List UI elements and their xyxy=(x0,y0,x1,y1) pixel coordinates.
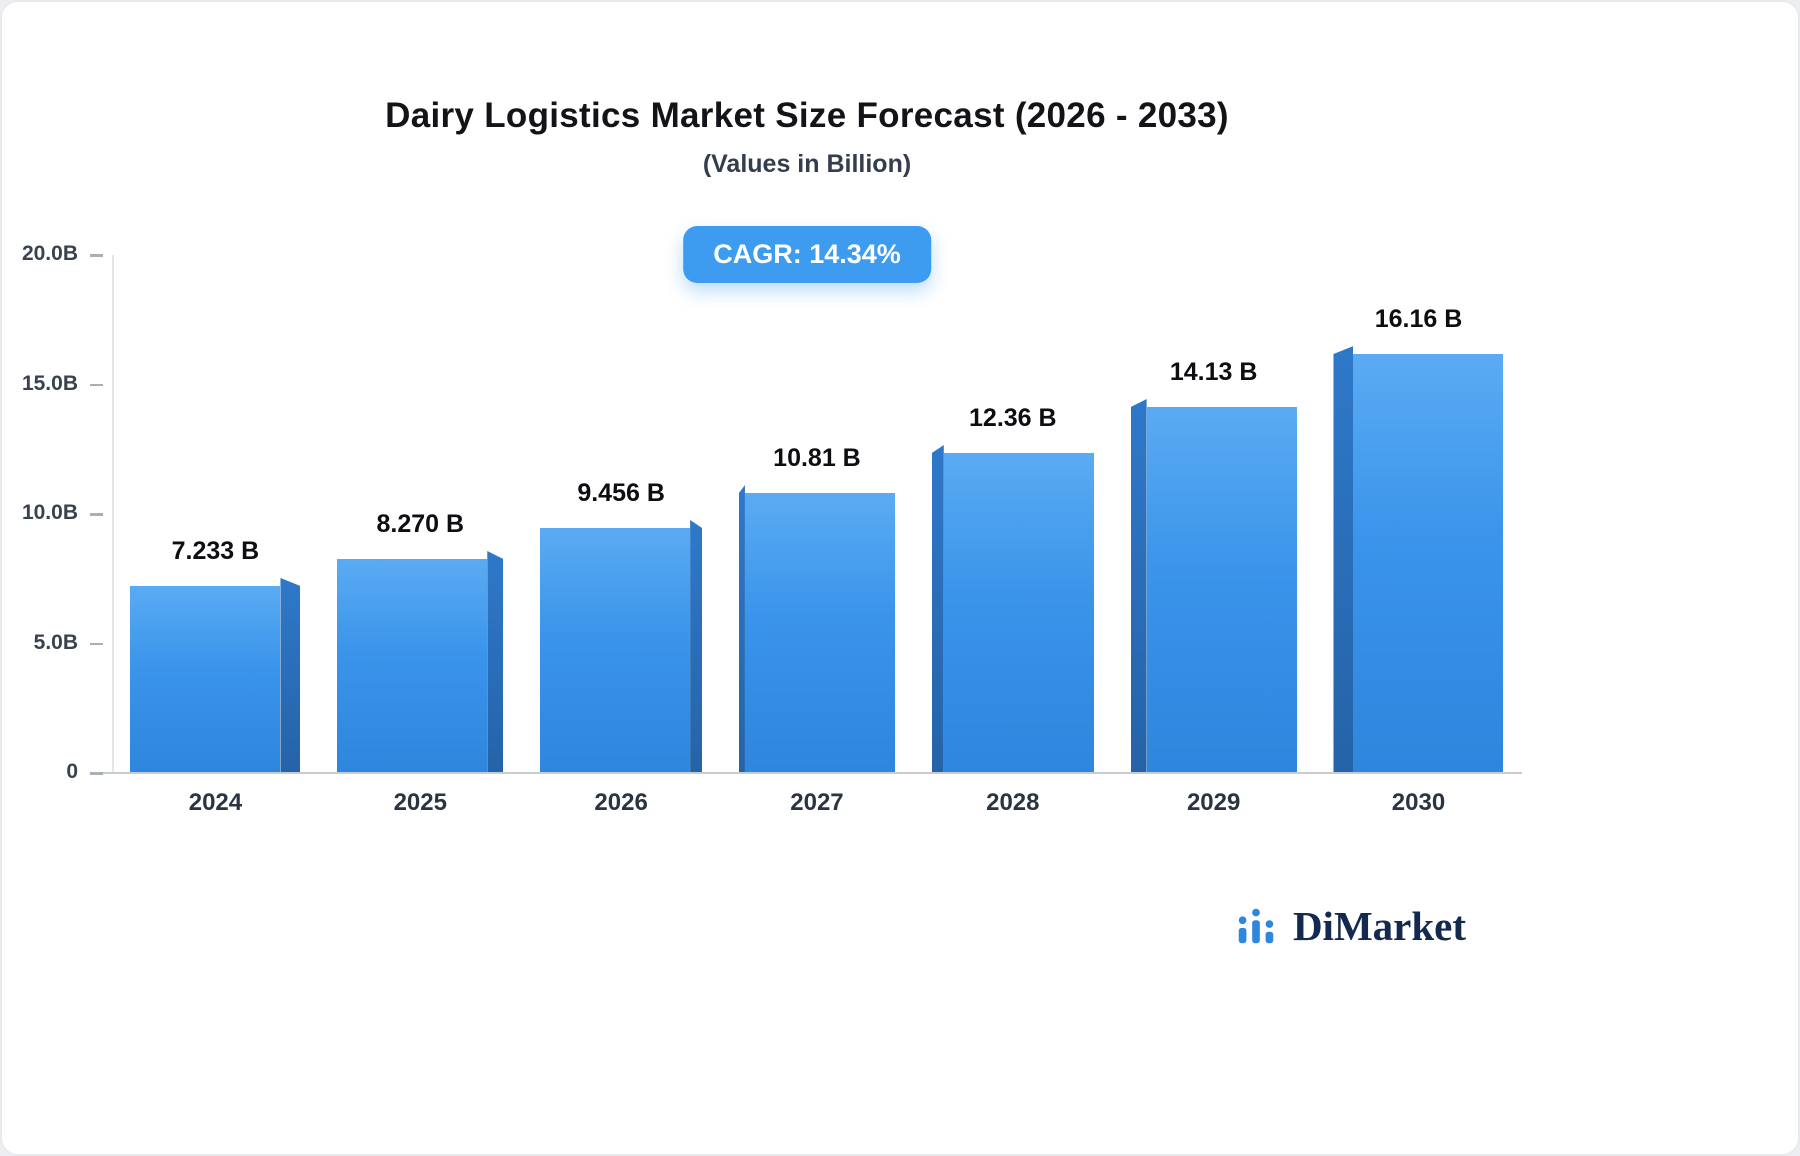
bar-side-face xyxy=(690,520,703,773)
y-axis-line xyxy=(112,255,114,773)
bar-slot: 9.456 B 2026 xyxy=(540,255,703,816)
y-axis-tick-label: 5.0B xyxy=(33,630,78,654)
bar-group-2025 xyxy=(337,551,504,773)
x-axis-label: 2025 xyxy=(393,789,447,816)
bar-value-label: 14.13 B xyxy=(1169,358,1258,386)
y-axis-tick-dash xyxy=(90,513,103,516)
bar-group-2026 xyxy=(540,520,703,773)
y-axis-tick-label: 20.0B xyxy=(21,242,78,265)
bar-slot: 10.81 B 2027 xyxy=(738,255,895,816)
bar-value-label: 12.36 B xyxy=(969,404,1057,432)
bar-group-2024 xyxy=(130,578,301,773)
bar-group-2027 xyxy=(738,485,895,773)
bar-chart-dots-icon xyxy=(1238,908,1274,944)
x-axis-label: 2028 xyxy=(986,789,1040,816)
bar-slot: 7.233 B 2024 xyxy=(130,255,301,816)
bar-front-face xyxy=(744,493,895,773)
y-axis-tick-dash xyxy=(90,254,103,257)
y-axis-tick-dash xyxy=(90,772,103,775)
bar-front-face xyxy=(337,559,488,773)
bar-value-label: 10.81 B xyxy=(773,444,861,472)
bar-group-2028 xyxy=(931,445,1094,773)
bar-front-face xyxy=(1146,407,1297,773)
bar-front-face xyxy=(540,528,691,773)
bar-front-face xyxy=(1353,354,1504,773)
x-axis-label: 2024 xyxy=(188,789,243,816)
x-axis-line xyxy=(98,771,1522,774)
bar-front-face xyxy=(130,586,281,773)
x-axis-label: 2026 xyxy=(594,789,648,816)
bar-slot: 8.270 B 2025 xyxy=(337,255,504,816)
chart-subtitle: (Values in Billion) xyxy=(702,150,912,178)
y-axis-tick-label: 10.0B xyxy=(21,501,78,524)
bar-side-face xyxy=(280,578,301,773)
bar-group-2029 xyxy=(1130,399,1297,773)
cagr-badge: CAGR: 14.34% xyxy=(683,226,931,283)
bar-group-2030 xyxy=(1333,346,1504,773)
bar-slot: 16.16 B 2030 xyxy=(1333,255,1504,816)
y-axis-tick-label: 0 xyxy=(66,760,78,783)
chart-title: Dairy Logistics Market Size Forecast (20… xyxy=(385,96,1229,135)
dimarket-logo: DiMarket xyxy=(1233,902,1466,950)
bar-side-face xyxy=(931,445,944,773)
x-axis-label: 2027 xyxy=(790,789,844,816)
y-axis-tick-label: 15.0B xyxy=(21,371,78,395)
bar-value-label: 7.233 B xyxy=(171,537,260,565)
bars-container: 7.233 B 2024 8.270 B 2025 9.456 B 2026 10.81 B… xyxy=(112,255,1522,816)
bar-value-label: 16.16 B xyxy=(1374,305,1463,333)
y-axis-tick-dash xyxy=(90,383,103,386)
bar-side-face xyxy=(738,485,745,773)
logo-text: DiMarket xyxy=(1292,903,1466,949)
bar-side-face xyxy=(487,551,504,773)
x-axis-label: 2029 xyxy=(1186,789,1241,816)
y-axis-tick-dash xyxy=(90,642,103,645)
x-axis-label: 2030 xyxy=(1391,789,1446,816)
bar-side-face xyxy=(1130,399,1147,773)
bar-slot: 14.13 B 2029 xyxy=(1130,255,1297,816)
plot-area: 7.233 B 2024 8.270 B 2025 9.456 B 2026 10.81 B… xyxy=(22,242,1522,816)
bar-slot: 12.36 B 2028 xyxy=(931,255,1094,816)
bar-side-face xyxy=(1333,346,1354,773)
bar-value-label: 9.456 B xyxy=(577,479,665,507)
bar-front-face xyxy=(943,453,1094,773)
bar-value-label: 8.270 B xyxy=(376,510,465,538)
